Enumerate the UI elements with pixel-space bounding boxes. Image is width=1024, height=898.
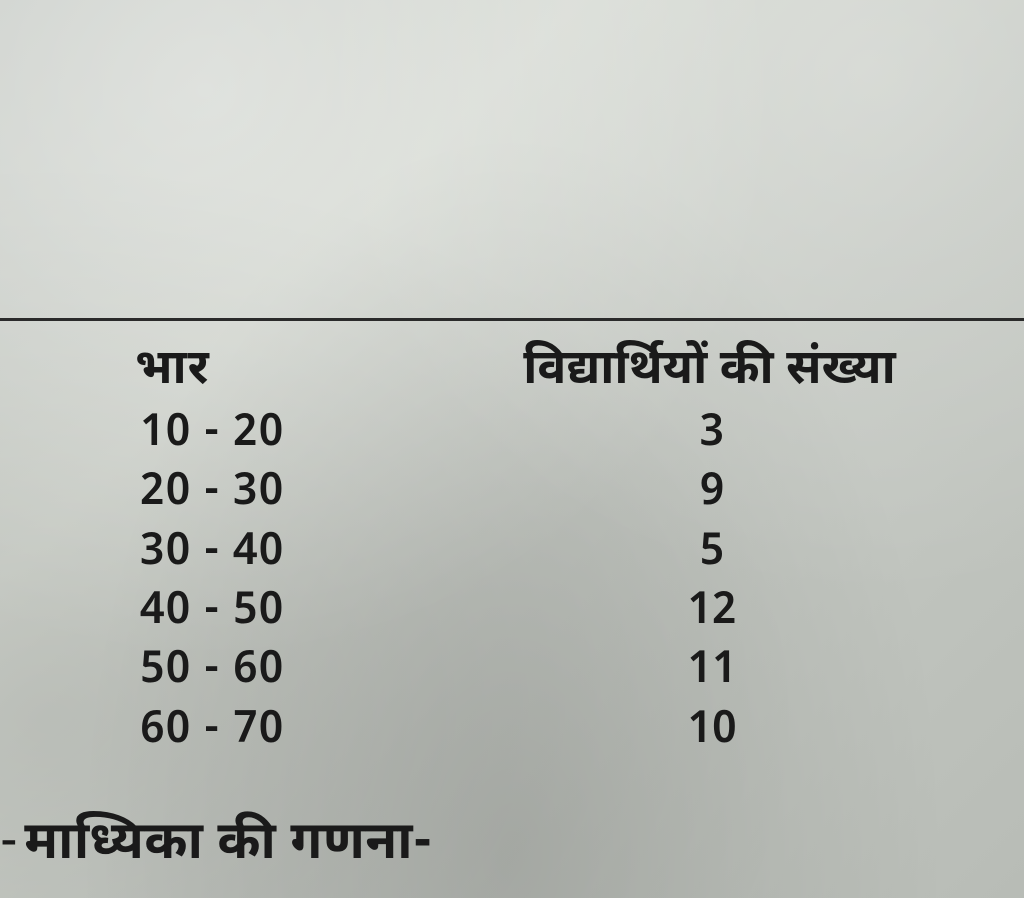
table-header-row: भार विद्यार्थियों की संख्या [80, 340, 964, 405]
table-row: 60 - 70 10 [80, 702, 964, 761]
cell-count: 11 [460, 642, 964, 701]
cell-count: 12 [460, 583, 964, 642]
cell-weight: 20 - 30 [80, 464, 460, 523]
cell-count: 9 [460, 464, 964, 523]
cell-weight: 30 - 40 [80, 524, 460, 583]
cell-count: 10 [460, 702, 964, 761]
col-header-weight: भार [80, 340, 455, 405]
cell-count: 3 [460, 405, 964, 464]
table-row: 50 - 60 11 [80, 642, 964, 701]
table-row: 10 - 20 3 [80, 405, 964, 464]
cell-count: 5 [460, 524, 964, 583]
cell-weight: 60 - 70 [80, 702, 460, 761]
table-row: 40 - 50 12 [80, 583, 964, 642]
cell-weight: 10 - 20 [80, 405, 460, 464]
footer-caption: -माध्यिका की गणना- [0, 812, 433, 880]
table-row: 20 - 30 9 [80, 464, 964, 523]
cell-weight: 40 - 50 [80, 583, 460, 642]
horizontal-rule [0, 318, 1024, 321]
table-row: 30 - 40 5 [80, 524, 964, 583]
cell-weight: 50 - 60 [80, 642, 460, 701]
footer-dash: - [0, 812, 18, 880]
frequency-table: भार विद्यार्थियों की संख्या 10 - 20 3 20… [80, 340, 964, 761]
col-header-count: विद्यार्थियों की संख्या [455, 340, 964, 405]
footer-text: माध्यिका की गणना- [24, 812, 433, 880]
